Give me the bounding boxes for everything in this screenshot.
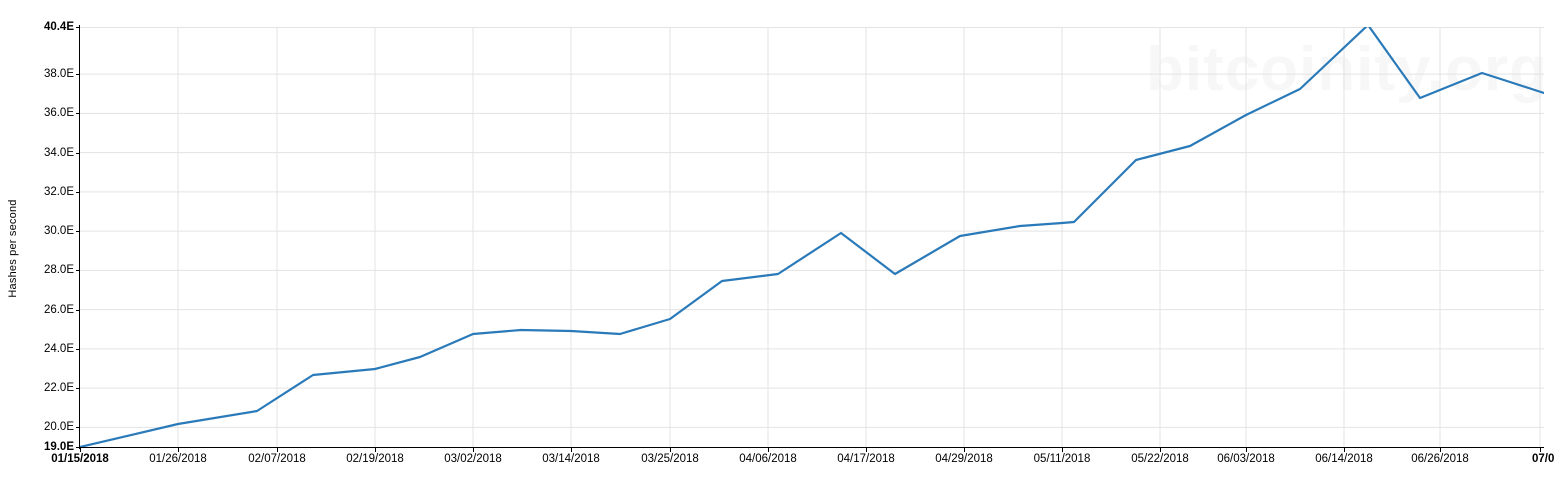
y-tick-mark bbox=[76, 113, 80, 115]
y-tick-mark bbox=[76, 231, 80, 233]
x-tick-mark bbox=[571, 448, 572, 452]
x-tick-label: 06/14/2018 bbox=[1315, 453, 1373, 465]
y-tick-label: 28.0E bbox=[43, 264, 74, 277]
x-axis-line bbox=[79, 447, 1544, 448]
vertical-gridlines bbox=[177, 27, 1541, 447]
x-tick-mark bbox=[1246, 448, 1247, 452]
x-tick-label: 02/19/2018 bbox=[346, 453, 404, 465]
y-tick-label: 24.0E bbox=[43, 342, 74, 355]
x-tick-label: 06/26/2018 bbox=[1411, 453, 1469, 465]
x-tick-label: 04/17/2018 bbox=[837, 453, 895, 465]
x-tick-label: 05/22/2018 bbox=[1131, 453, 1189, 465]
x-tick-mark bbox=[375, 448, 376, 452]
plot-svg bbox=[80, 27, 1544, 447]
x-tick-mark bbox=[866, 448, 867, 452]
x-tick-label: 02/07/2018 bbox=[248, 453, 306, 465]
y-tick-label: 36.0E bbox=[43, 107, 74, 120]
x-tick-label: 03/14/2018 bbox=[542, 453, 600, 465]
x-tick-mark bbox=[1344, 448, 1345, 452]
x-tick-mark bbox=[473, 448, 474, 452]
x-tick-mark bbox=[80, 448, 81, 452]
x-tick-mark bbox=[1160, 448, 1161, 452]
x-tick-label: 03/02/2018 bbox=[444, 453, 502, 465]
x-tick-mark bbox=[1440, 448, 1441, 452]
x-tick-mark bbox=[178, 448, 179, 452]
y-tick-mark bbox=[76, 348, 80, 350]
x-tick-mark bbox=[768, 448, 769, 452]
y-axis-line bbox=[79, 25, 80, 449]
y-tick-mark bbox=[76, 388, 80, 390]
x-tick-label: 04/06/2018 bbox=[739, 453, 797, 465]
y-tick-label: 20.0E bbox=[43, 421, 74, 434]
y-tick-mark bbox=[76, 427, 80, 429]
x-tick-mark bbox=[277, 448, 278, 452]
y-tick-label: 38.0E bbox=[43, 68, 74, 81]
horizontal-gridlines bbox=[80, 27, 1544, 428]
y-tick-mark bbox=[76, 447, 80, 448]
y-tick-label: 34.0E bbox=[43, 146, 74, 159]
y-tick-mark bbox=[76, 27, 80, 28]
y-tick-label: 32.0E bbox=[43, 185, 74, 198]
y-tick-label: 40.4E bbox=[43, 21, 74, 33]
x-tick-label: 07/09/2 bbox=[1532, 453, 1554, 465]
y-tick-label: 26.0E bbox=[43, 303, 74, 316]
plot-area bbox=[80, 27, 1544, 447]
y-tick-label: 30.0E bbox=[43, 225, 74, 238]
y-tick-mark bbox=[76, 74, 80, 76]
y-tick-label: 22.0E bbox=[43, 382, 74, 395]
x-tick-label: 01/26/2018 bbox=[149, 453, 207, 465]
x-tick-mark bbox=[1062, 448, 1063, 452]
y-tick-mark bbox=[76, 270, 80, 272]
x-tick-mark bbox=[1540, 448, 1541, 452]
y-tick-mark bbox=[76, 309, 80, 311]
x-tick-label: 01/15/2018 bbox=[51, 453, 109, 465]
y-tick-mark bbox=[76, 191, 80, 193]
x-tick-label: 04/29/2018 bbox=[935, 453, 993, 465]
y-tick-mark bbox=[76, 152, 80, 154]
hashrate-series-line bbox=[80, 27, 1544, 447]
x-tick-label: 06/03/2018 bbox=[1217, 453, 1275, 465]
x-tick-label: 03/25/2018 bbox=[641, 453, 699, 465]
x-tick-mark bbox=[964, 448, 965, 452]
y-tick-label: 19.0E bbox=[43, 441, 74, 453]
x-tick-label: 05/11/2018 bbox=[1033, 453, 1091, 465]
x-tick-mark bbox=[670, 448, 671, 452]
